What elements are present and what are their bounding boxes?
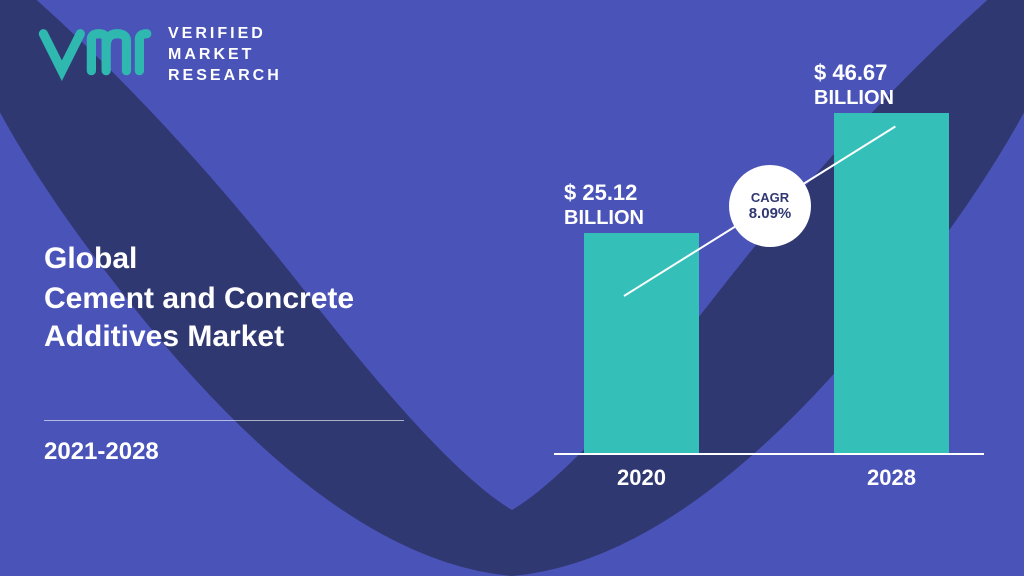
cagr-badge: CAGR 8.09% (729, 165, 811, 247)
brand-name: VERIFIEDMARKETRESEARCH (168, 24, 282, 86)
bar-value-2020: $ 25.12 BILLION (564, 180, 704, 230)
title-main-2: Additives Market (44, 318, 354, 356)
brand-logo: VERIFIEDMARKETRESEARCH (36, 24, 282, 86)
value-amount: $ 46.67 (814, 60, 954, 86)
value-unit: BILLION (814, 86, 954, 110)
logo-mark-icon (36, 26, 156, 84)
bar-year-label: 2020 (584, 465, 699, 491)
cagr-label: CAGR (751, 190, 789, 205)
year-range: 2021-2028 (44, 438, 159, 466)
bar-2028: 2028 (834, 113, 949, 453)
bar-chart: 2020 $ 25.12 BILLION 2028 $ 46.67 BILLIO… (554, 70, 984, 500)
bar-value-2028: $ 46.67 BILLION (814, 60, 954, 110)
title-prefix: Global (44, 242, 354, 276)
cagr-value: 8.09% (749, 205, 792, 222)
title-block: Global Cement and Concrete Additives Mar… (44, 242, 354, 355)
title-divider (44, 420, 404, 421)
bar-rect (834, 113, 949, 453)
bar-year-label: 2028 (834, 465, 949, 491)
value-amount: $ 25.12 (564, 180, 704, 206)
title-main-1: Cement and Concrete (44, 280, 354, 318)
value-unit: BILLION (564, 206, 704, 230)
chart-baseline (554, 453, 984, 455)
bar-rect (584, 233, 699, 453)
bar-2020: 2020 (584, 233, 699, 453)
